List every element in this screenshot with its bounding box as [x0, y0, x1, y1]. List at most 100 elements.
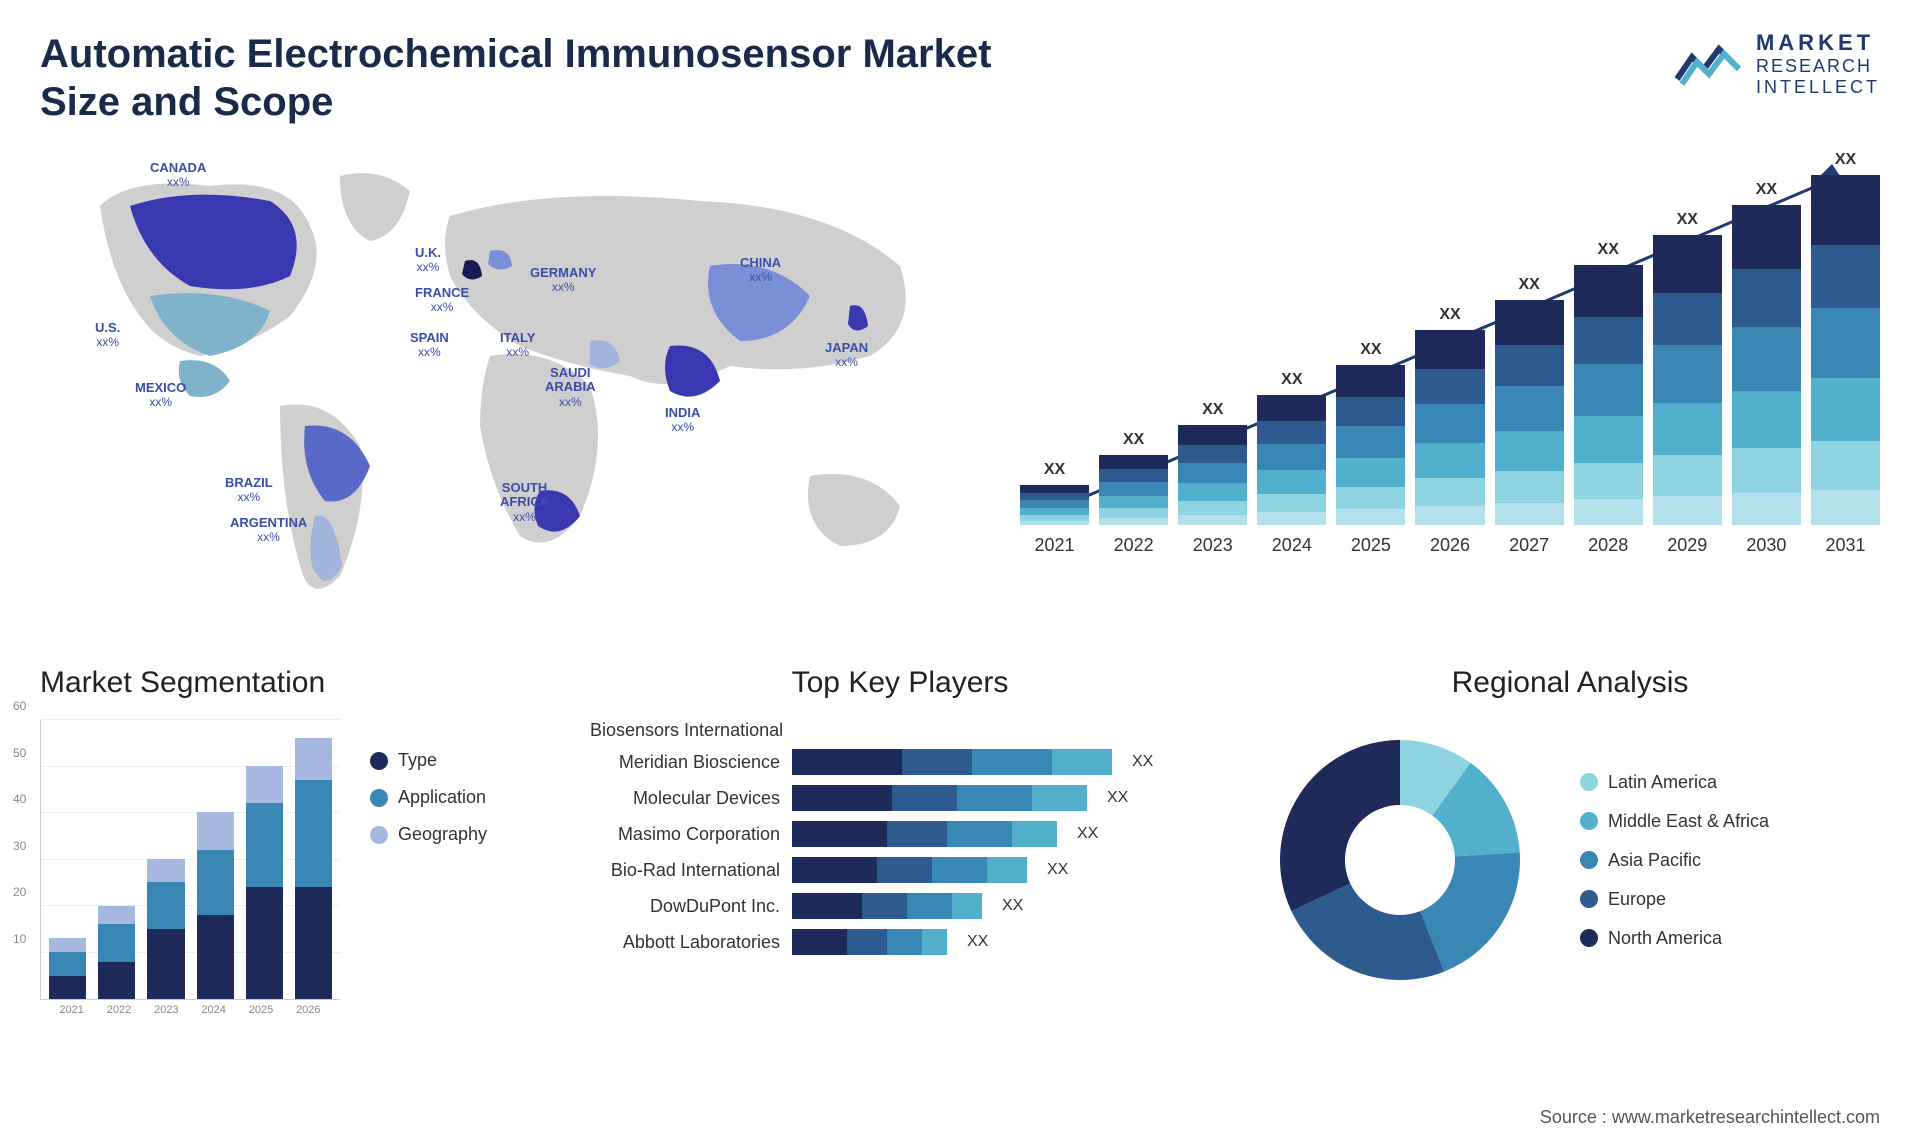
- growth-bar-year: 2022: [1114, 535, 1154, 556]
- header: Automatic Electrochemical Immunosensor M…: [40, 30, 1880, 126]
- growth-bar: [1732, 205, 1801, 525]
- legend-item: Geography: [370, 824, 487, 845]
- player-bar: [792, 785, 1087, 811]
- growth-bar: [1574, 265, 1643, 525]
- player-bar: [792, 929, 947, 955]
- growth-bar-value: XX: [1202, 401, 1223, 419]
- growth-bar-column: XX2023: [1178, 401, 1247, 556]
- legend-item: Latin America: [1580, 772, 1769, 793]
- growth-bar-column: XX 2024: [1257, 371, 1326, 556]
- legend-dot-icon: [1580, 812, 1598, 830]
- growth-bar: [1257, 395, 1326, 525]
- regional-section: Regional Analysis Latin America Middle Ea…: [1260, 666, 1880, 1016]
- players-title: Top Key Players: [590, 666, 1210, 700]
- map-mexico: [179, 360, 230, 397]
- growth-bar-column: XX2021: [1020, 461, 1089, 556]
- page-title: Automatic Electrochemical Immunosensor M…: [40, 30, 1040, 126]
- map-label: INDIAxx%: [665, 406, 700, 435]
- logo: MARKET RESEARCH INTELLECT: [1674, 30, 1880, 98]
- growth-bar-value: XX: [1835, 151, 1856, 169]
- player-name: Meridian Bioscience: [590, 752, 780, 773]
- growth-bar-year: 2026: [1430, 535, 1470, 556]
- growth-bar-year: 2025: [1351, 535, 1391, 556]
- legend-dot-icon: [1580, 851, 1598, 869]
- map-label: BRAZILxx%: [225, 476, 273, 505]
- map-label: CANADAxx%: [150, 161, 206, 190]
- map-label: GERMANYxx%: [530, 266, 596, 295]
- player-row: DowDuPont Inc.XX: [590, 893, 1210, 919]
- growth-bar-value: XX: [1281, 371, 1302, 389]
- growth-bar-column: XX2025: [1336, 341, 1405, 556]
- seg-ytick: 30: [13, 839, 26, 853]
- growth-bar-year: 2024: [1272, 535, 1312, 556]
- growth-bar-column: XX 2028: [1574, 241, 1643, 556]
- growth-bar-year: 2021: [1035, 535, 1075, 556]
- growth-bar-year: 2029: [1667, 535, 1707, 556]
- legend-dot-icon: [1580, 929, 1598, 947]
- seg-xtick: 2022: [107, 1004, 131, 1016]
- seg-bar: [98, 906, 135, 999]
- growth-bar-column: XX 2026: [1415, 306, 1484, 556]
- growth-bar-year: 2031: [1825, 535, 1865, 556]
- seg-bar: [246, 766, 283, 999]
- growth-bar-value: XX: [1598, 241, 1619, 259]
- segmentation-xaxis: 202120222023202420252026: [40, 1000, 340, 1016]
- map-label: CHINAxx%: [740, 256, 781, 285]
- bottom-row: Market Segmentation 102030405060 2021202…: [40, 666, 1880, 1016]
- growth-bar-value: XX: [1439, 306, 1460, 324]
- regional-title: Regional Analysis: [1260, 666, 1880, 700]
- players-section: Top Key Players Biosensors International…: [590, 666, 1210, 1016]
- top-row: CANADAxx%U.S.xx%MEXICOxx%BRAZILxx%ARGENT…: [40, 146, 1880, 626]
- player-name: Masimo Corporation: [590, 824, 780, 845]
- map-label: SOUTHAFRICAxx%: [500, 481, 549, 524]
- player-bar: [792, 893, 982, 919]
- growth-bar-value: XX: [1756, 181, 1777, 199]
- seg-bar: [147, 859, 184, 999]
- player-row: Meridian Bioscience XX: [590, 749, 1210, 775]
- seg-bar: [197, 812, 234, 999]
- seg-ytick: 20: [13, 885, 26, 899]
- logo-text: MARKET RESEARCH INTELLECT: [1756, 30, 1880, 98]
- map-label: FRANCExx%: [415, 286, 469, 315]
- legend-item: Asia Pacific: [1580, 850, 1769, 871]
- growth-bar: [1178, 425, 1247, 525]
- source-attribution: Source : www.marketresearchintellect.com: [1540, 1107, 1880, 1128]
- legend-dot-icon: [370, 826, 388, 844]
- segmentation-section: Market Segmentation 102030405060 2021202…: [40, 666, 540, 1016]
- growth-bar: [1099, 455, 1168, 525]
- growth-bar-year: 2028: [1588, 535, 1628, 556]
- segmentation-chart: 102030405060: [40, 720, 340, 1000]
- donut-slice: [1280, 740, 1400, 911]
- player-row: Abbott LaboratoriesXX: [590, 929, 1210, 955]
- segmentation-legend: TypeApplicationGeography: [370, 720, 487, 1016]
- legend-item: North America: [1580, 928, 1769, 949]
- player-bar: [792, 821, 1057, 847]
- growth-bar-column: XX2027: [1495, 276, 1564, 556]
- legend-item: Type: [370, 750, 487, 771]
- growth-bar: [1336, 365, 1405, 525]
- seg-xtick: 2026: [296, 1004, 320, 1016]
- players-subtitle: Biosensors International: [590, 720, 1210, 741]
- growth-bar-column: XX2030: [1732, 181, 1801, 556]
- player-name: Molecular Devices: [590, 788, 780, 809]
- player-value: XX: [1002, 897, 1023, 915]
- seg-ytick: 10: [13, 932, 26, 946]
- player-name: Bio-Rad International: [590, 860, 780, 881]
- growth-bar-column: XX2029: [1653, 211, 1722, 556]
- logo-icon: [1674, 39, 1744, 89]
- map-label: U.K.xx%: [415, 246, 441, 275]
- legend-dot-icon: [1580, 890, 1598, 908]
- map-label: ARGENTINAxx%: [230, 516, 307, 545]
- seg-xtick: 2021: [59, 1004, 83, 1016]
- map-label: JAPANxx%: [825, 341, 868, 370]
- growth-bar: [1020, 485, 1089, 525]
- legend-item: Europe: [1580, 889, 1769, 910]
- player-row: Bio-Rad InternationalXX: [590, 857, 1210, 883]
- growth-bar-column: XX 2022: [1099, 431, 1168, 556]
- player-value: XX: [1132, 753, 1153, 771]
- growth-chart: XX2021XX2022XX2023XX2024XX2025XX2026XX20…: [1020, 146, 1880, 626]
- legend-dot-icon: [370, 752, 388, 770]
- growth-bar-value: XX: [1123, 431, 1144, 449]
- legend-dot-icon: [370, 789, 388, 807]
- legend-item: Middle East & Africa: [1580, 811, 1769, 832]
